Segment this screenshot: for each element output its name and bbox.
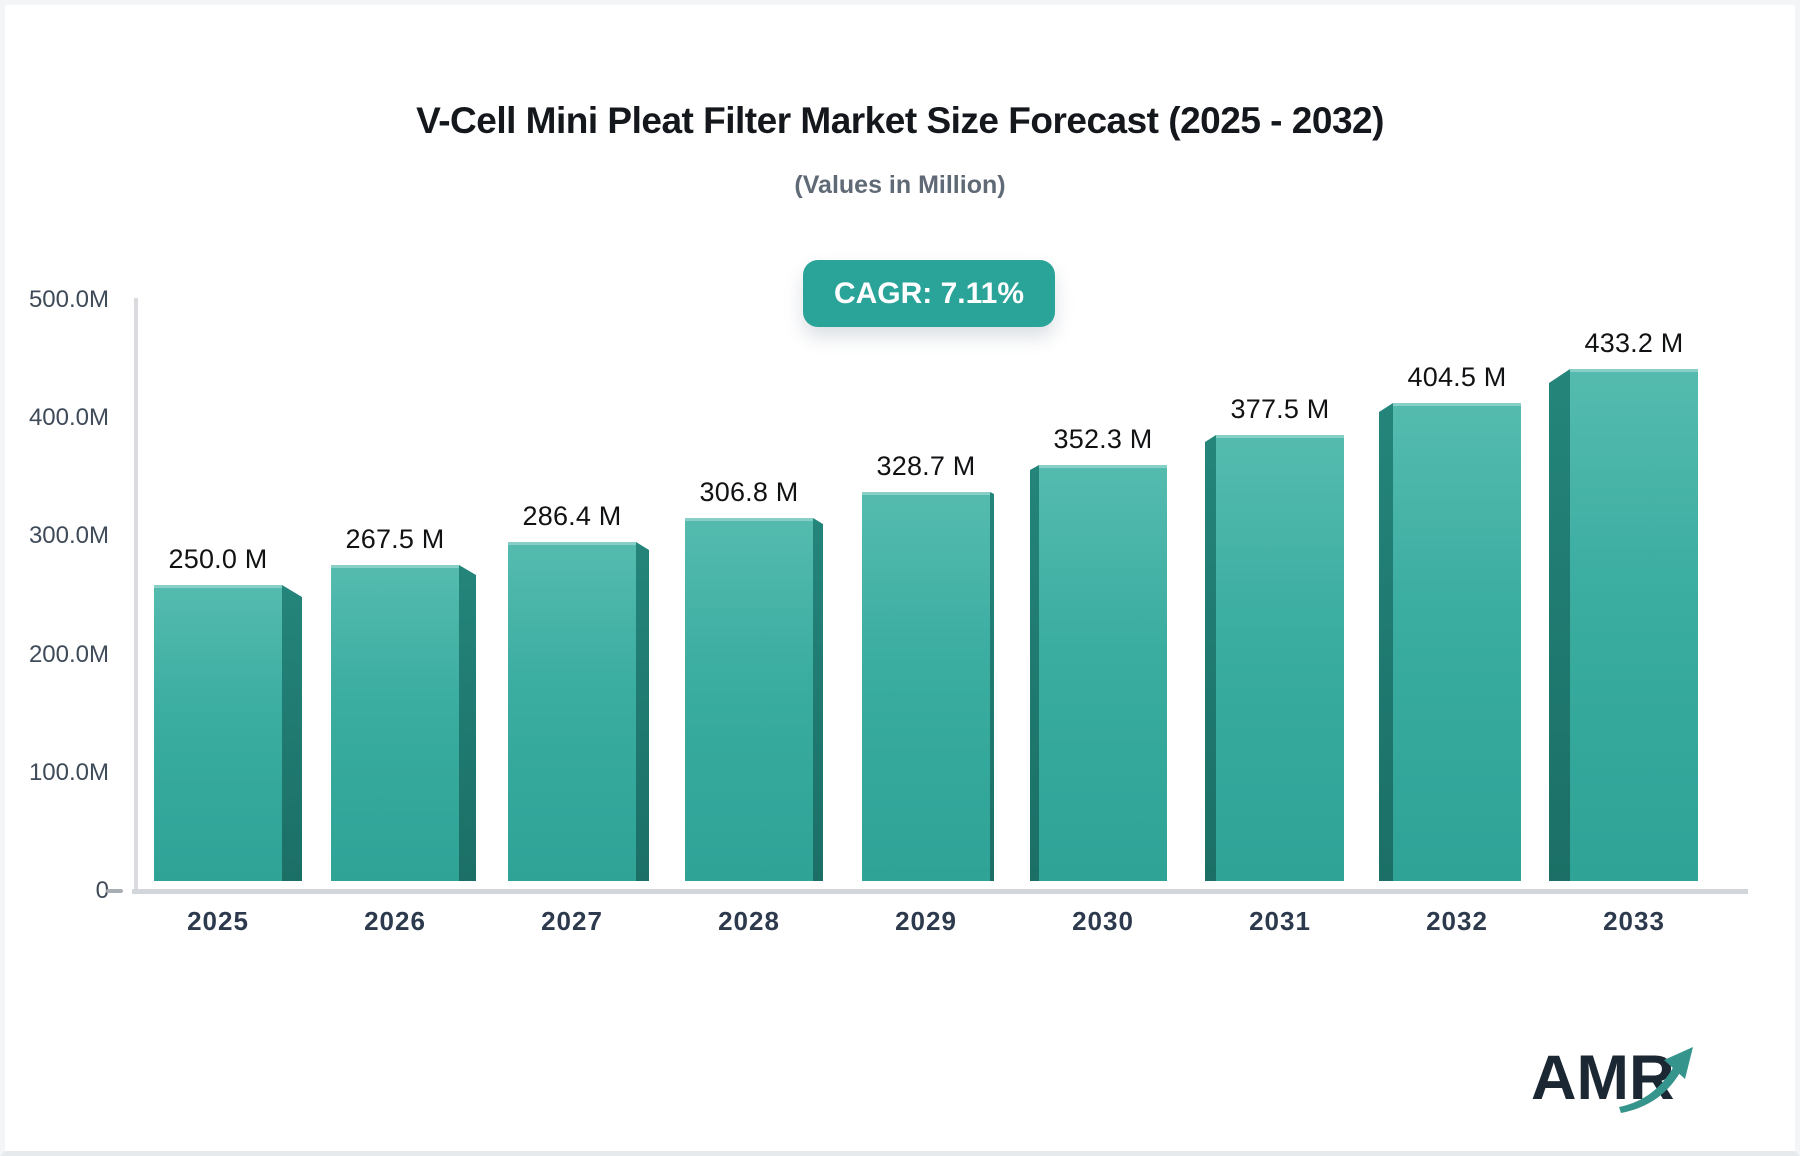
bar-value-label: 286.4 M xyxy=(522,501,622,531)
bar-side-panel xyxy=(813,518,823,881)
x-axis-label: 2029 xyxy=(895,906,957,936)
bar-side-panel xyxy=(282,585,302,881)
bar-side-panel xyxy=(990,492,994,881)
bar-value-label: 250.0 M xyxy=(168,544,268,574)
bar xyxy=(1393,403,1521,881)
x-axis-label: 2030 xyxy=(1072,906,1134,936)
y-axis-tick-label: 400.0M xyxy=(28,404,109,432)
bar-side-panel xyxy=(1205,435,1216,881)
x-axis-label: 2027 xyxy=(541,906,603,936)
bar-side-panel xyxy=(459,565,476,881)
bar-value-label: 267.5 M xyxy=(345,524,445,554)
bar-side-panel xyxy=(1549,369,1570,881)
y-axis-line xyxy=(134,298,138,893)
cagr-badge: CAGR: 7.11% xyxy=(803,260,1055,327)
bar-value-label: 306.8 M xyxy=(699,477,799,507)
bar-value-label: 328.7 M xyxy=(876,451,976,481)
x-axis-line xyxy=(132,889,1748,894)
y-axis-tick-label: 500.0M xyxy=(28,286,109,313)
bar xyxy=(685,518,813,881)
x-axis-label: 2033 xyxy=(1603,906,1665,936)
y-axis-tick-label: 0 xyxy=(95,877,109,904)
bar-side-panel xyxy=(1379,403,1393,881)
bar xyxy=(1216,435,1344,881)
bar xyxy=(154,585,282,881)
bar xyxy=(1570,369,1698,881)
x-axis-label: 2025 xyxy=(187,906,249,936)
bar xyxy=(331,565,459,881)
x-axis-label: 2031 xyxy=(1249,906,1311,936)
amr-logo: AMR xyxy=(1531,1043,1693,1113)
bar-value-label: 433.2 M xyxy=(1584,328,1684,358)
bar xyxy=(508,542,636,881)
bar-value-label: 352.3 M xyxy=(1053,424,1153,454)
page-subtitle: (Values in Million) xyxy=(794,171,1006,199)
x-axis-label: 2032 xyxy=(1426,906,1488,936)
y-axis-tick-label: 100.0M xyxy=(28,758,109,786)
amr-logo-text: AMR xyxy=(1531,1043,1674,1113)
bar-side-panel xyxy=(1030,465,1039,881)
bar xyxy=(862,492,990,881)
y-axis-tick-label: 200.0M xyxy=(28,640,109,668)
x-axis-label: 2028 xyxy=(718,906,780,936)
bar-side-panel xyxy=(636,542,649,881)
trend-arrow-icon xyxy=(1619,1047,1693,1113)
bar xyxy=(1039,465,1167,881)
zero-tick-dash xyxy=(106,889,123,893)
x-axis-label: 2026 xyxy=(364,906,426,936)
page-title: V-Cell Mini Pleat Filter Market Size For… xyxy=(416,100,1384,141)
bar-value-label: 404.5 M xyxy=(1407,362,1507,392)
bar-value-label: 377.5 M xyxy=(1230,394,1330,424)
y-axis-tick-label: 300.0M xyxy=(28,522,109,550)
